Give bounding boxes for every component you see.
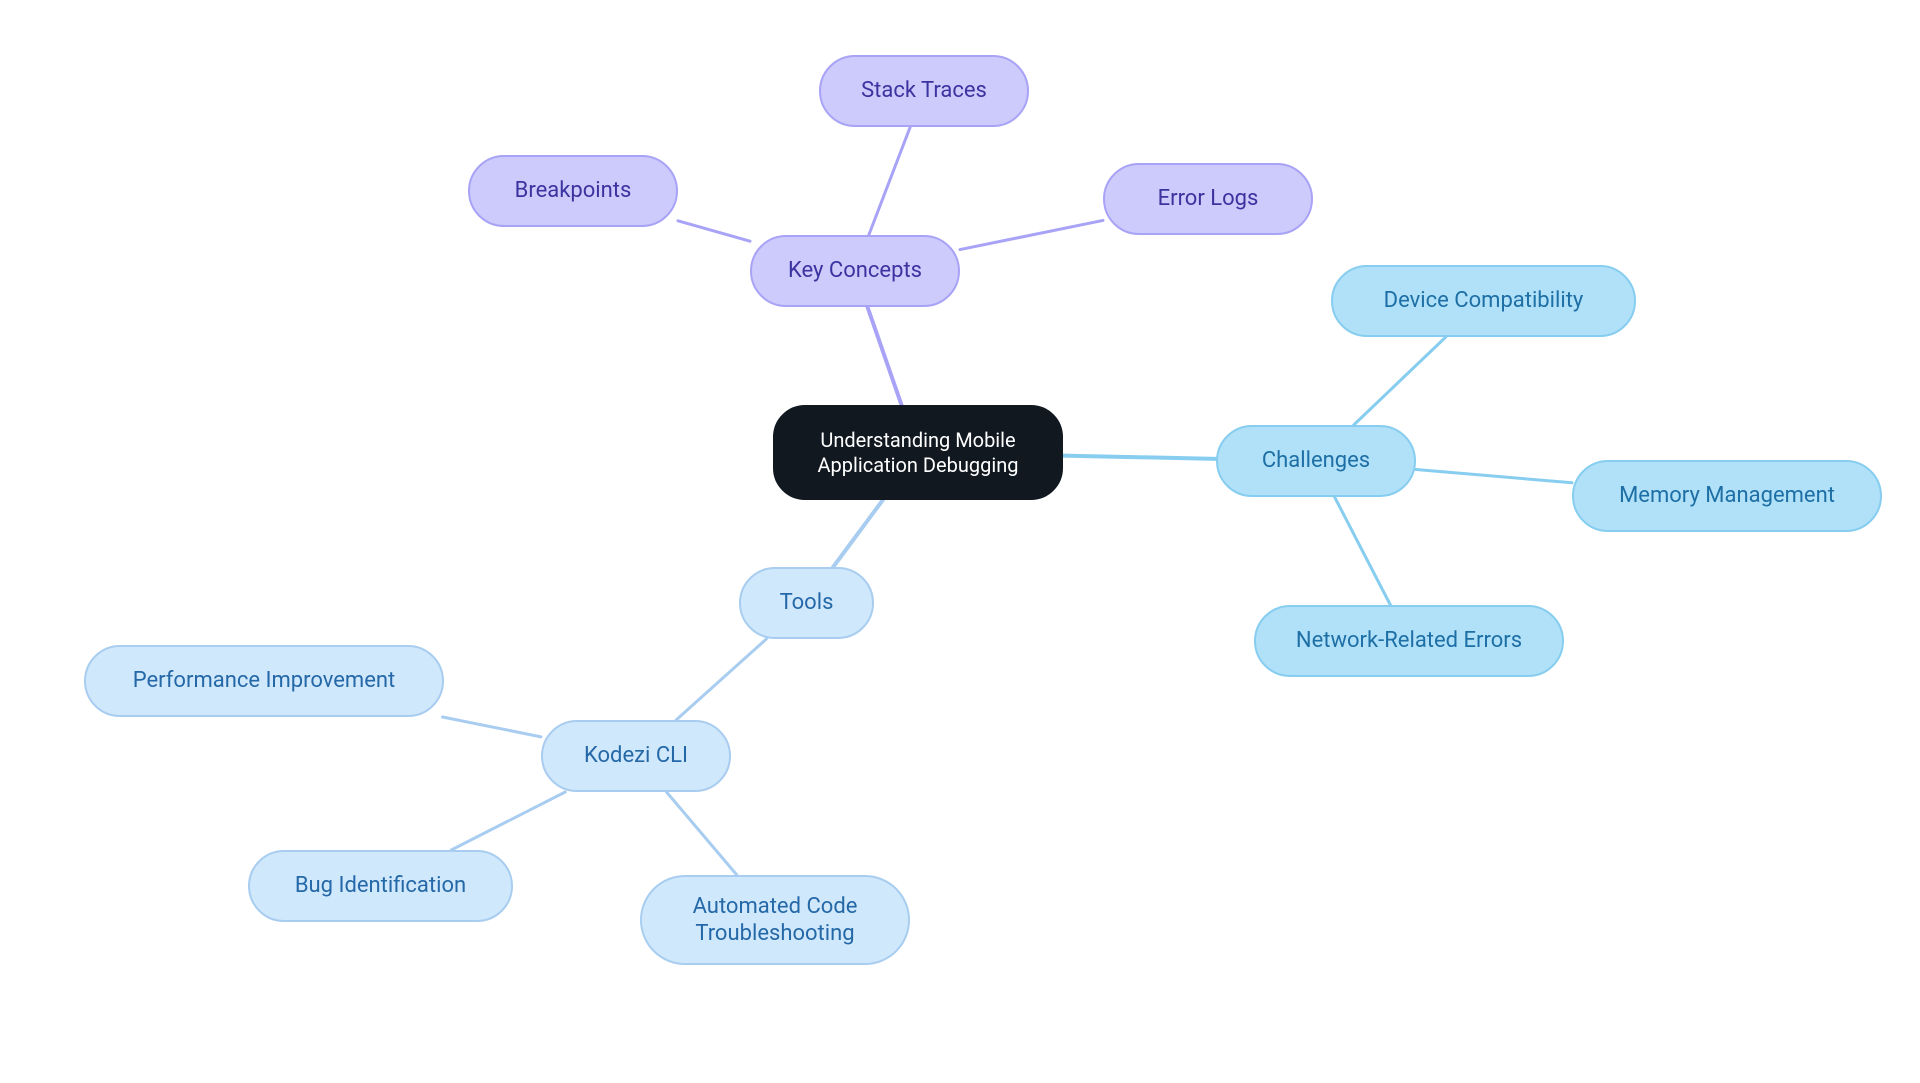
node-label: Memory Management xyxy=(1619,482,1835,510)
node-keyConcepts[interactable]: Key Concepts xyxy=(750,235,960,307)
edge-kodezi-bugId xyxy=(451,792,565,850)
edge-kodezi-perf xyxy=(443,717,541,737)
node-label: Understanding Mobile Application Debuggi… xyxy=(818,428,1019,478)
edge-keyConcepts-breakpoints xyxy=(678,221,750,241)
edge-root-challenges xyxy=(1063,456,1216,459)
edge-challenges-networkErr xyxy=(1335,497,1391,605)
edge-tools-kodezi xyxy=(676,639,766,720)
edge-keyConcepts-stackTraces xyxy=(869,127,910,235)
edge-challenges-deviceCompat xyxy=(1354,337,1446,425)
node-root[interactable]: Understanding Mobile Application Debuggi… xyxy=(773,405,1063,500)
node-perf[interactable]: Performance Improvement xyxy=(84,645,444,717)
node-stackTraces[interactable]: Stack Traces xyxy=(819,55,1029,127)
edge-keyConcepts-errorLogs xyxy=(960,220,1103,249)
node-label: Automated Code Troubleshooting xyxy=(693,893,858,948)
node-errorLogs[interactable]: Error Logs xyxy=(1103,163,1313,235)
node-memory[interactable]: Memory Management xyxy=(1572,460,1882,532)
node-autoCode[interactable]: Automated Code Troubleshooting xyxy=(640,875,910,965)
node-label: Network-Related Errors xyxy=(1296,627,1522,655)
node-deviceCompat[interactable]: Device Compatibility xyxy=(1331,265,1636,337)
node-label: Breakpoints xyxy=(515,177,632,205)
edge-challenges-memory xyxy=(1416,470,1572,483)
node-label: Tools xyxy=(780,589,834,617)
edge-root-tools xyxy=(833,500,883,567)
node-challenges[interactable]: Challenges xyxy=(1216,425,1416,497)
node-label: Bug Identification xyxy=(295,872,466,900)
node-label: Performance Improvement xyxy=(133,667,395,695)
node-label: Error Logs xyxy=(1158,185,1259,213)
node-tools[interactable]: Tools xyxy=(739,567,874,639)
node-label: Kodezi CLI xyxy=(584,742,688,770)
edge-kodezi-autoCode xyxy=(667,792,737,875)
node-kodezi[interactable]: Kodezi CLI xyxy=(541,720,731,792)
node-label: Stack Traces xyxy=(861,77,987,105)
node-breakpoints[interactable]: Breakpoints xyxy=(468,155,678,227)
edge-root-keyConcepts xyxy=(867,307,901,405)
node-label: Device Compatibility xyxy=(1384,287,1584,315)
node-label: Challenges xyxy=(1262,447,1370,475)
node-bugId[interactable]: Bug Identification xyxy=(248,850,513,922)
node-label: Key Concepts xyxy=(788,257,922,285)
node-networkErr[interactable]: Network-Related Errors xyxy=(1254,605,1564,677)
